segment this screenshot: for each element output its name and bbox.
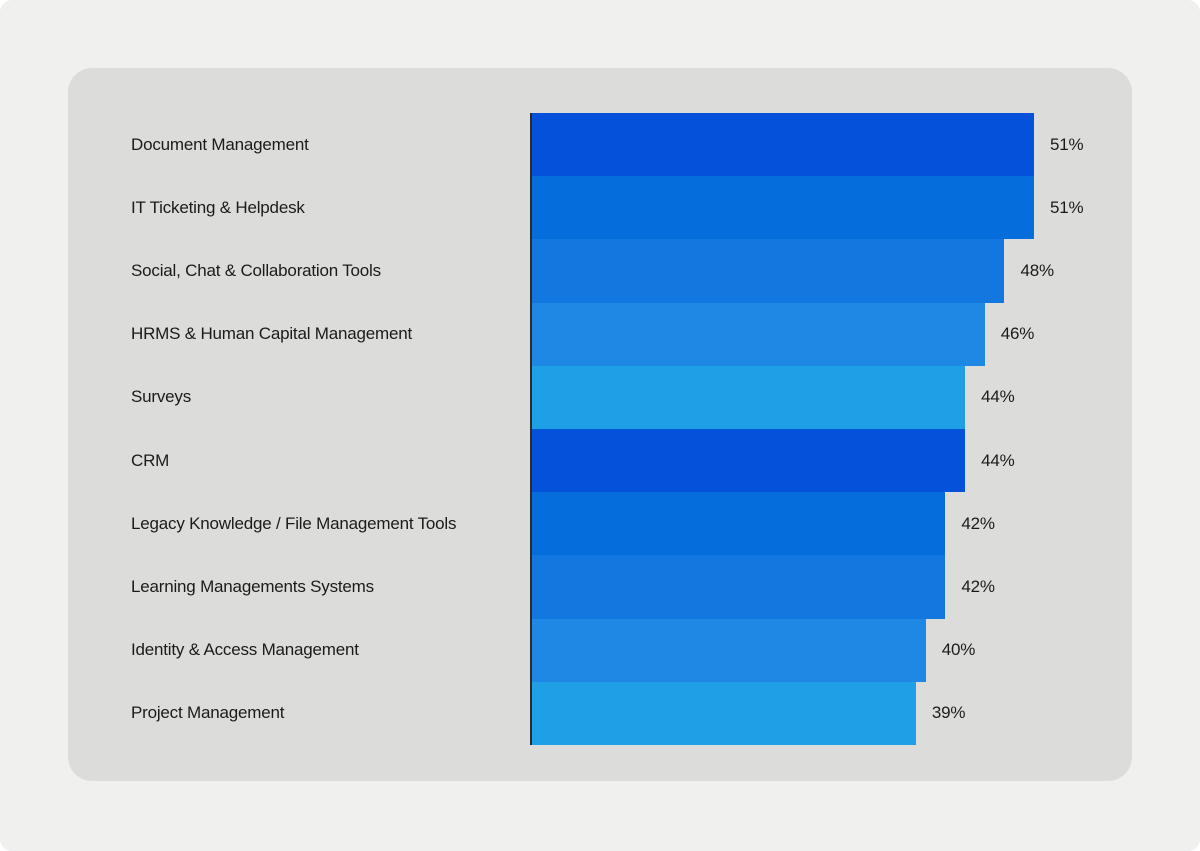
category-label: CRM — [131, 450, 170, 470]
bar — [532, 428, 966, 493]
category-cell: IT Ticketing & Helpdesk — [68, 176, 532, 239]
bar-area: 51% — [532, 113, 1132, 177]
bar-area: 39% — [532, 681, 1132, 745]
category-cell: CRM — [68, 429, 532, 492]
category-cell: HRMS & Human Capital Management — [68, 303, 532, 366]
category-label: Document Management — [131, 134, 309, 154]
bar-chart: Document Management 51% IT Ticketing & Hel… — [68, 113, 1132, 745]
bar — [532, 239, 1005, 303]
bar-row: Learning Managements Systems 42% — [68, 555, 1132, 619]
category-cell: Learning Managements Systems — [68, 555, 532, 618]
value-label: 39% — [931, 703, 966, 723]
value-label: 51% — [1050, 134, 1084, 154]
category-label: Identity & Access Management — [131, 640, 359, 660]
category-label: Legacy Knowledge / File Management Tools — [131, 513, 457, 533]
bar-area: 48% — [532, 239, 1132, 303]
category-label: Learning Managements Systems — [131, 576, 374, 596]
category-label: HRMS & Human Capital Management — [131, 324, 413, 344]
bar-row: IT Ticketing & Helpdesk 51% — [68, 176, 1132, 240]
bar-row: Document Management 51% — [68, 113, 1132, 177]
category-cell: Legacy Knowledge / File Management Tools — [68, 492, 532, 555]
bar-row: HRMS & Human Capital Management 46% — [68, 302, 1132, 366]
chart-rows: Document Management 51% IT Ticketing & Hel… — [68, 113, 1132, 745]
bar-row: Surveys 44% — [68, 365, 1132, 429]
bar-row: Social, Chat & Collaboration Tools 48% — [68, 239, 1132, 303]
bar-row: Identity & Access Management 40% — [68, 618, 1132, 682]
bar-area: 42% — [532, 492, 1132, 556]
bar — [532, 555, 946, 619]
value-label: 44% — [981, 387, 1015, 407]
value-label: 42% — [961, 576, 995, 596]
bar — [532, 492, 946, 556]
value-label: 46% — [1000, 324, 1035, 344]
category-cell: Surveys — [68, 366, 532, 429]
bar-row: Project Management 39% — [68, 681, 1132, 745]
value-label: 42% — [961, 513, 995, 533]
bar-row: CRM 44% — [68, 428, 1132, 493]
category-label: Project Management — [131, 703, 285, 723]
bar-area: 40% — [532, 618, 1132, 682]
category-label: IT Ticketing & Helpdesk — [131, 197, 305, 217]
bar-area: 51% — [532, 176, 1132, 240]
category-cell: Document Management — [68, 113, 532, 176]
bar — [532, 113, 1034, 177]
value-label: 48% — [1020, 260, 1054, 280]
bar-area: 44% — [532, 428, 1132, 493]
category-label: Surveys — [131, 387, 192, 407]
category-cell: Identity & Access Management — [68, 619, 532, 682]
category-cell: Social, Chat & Collaboration Tools — [68, 239, 532, 302]
bar — [532, 176, 1034, 240]
category-cell: Project Management — [68, 682, 532, 745]
bar-area: 44% — [532, 365, 1132, 429]
bar — [532, 302, 985, 366]
value-label: 51% — [1050, 197, 1084, 217]
value-label: 44% — [981, 450, 1015, 470]
chart-card: Document Management 51% IT Ticketing & Hel… — [68, 68, 1132, 781]
bar — [532, 618, 926, 682]
bar — [532, 365, 966, 429]
bar-area: 46% — [532, 302, 1132, 366]
y-axis-line — [530, 113, 532, 745]
bar-row: Legacy Knowledge / File Management Tools… — [68, 492, 1132, 556]
bar — [532, 681, 916, 745]
category-label: Social, Chat & Collaboration Tools — [131, 260, 381, 280]
value-label: 40% — [941, 640, 976, 660]
bar-area: 42% — [532, 555, 1132, 619]
